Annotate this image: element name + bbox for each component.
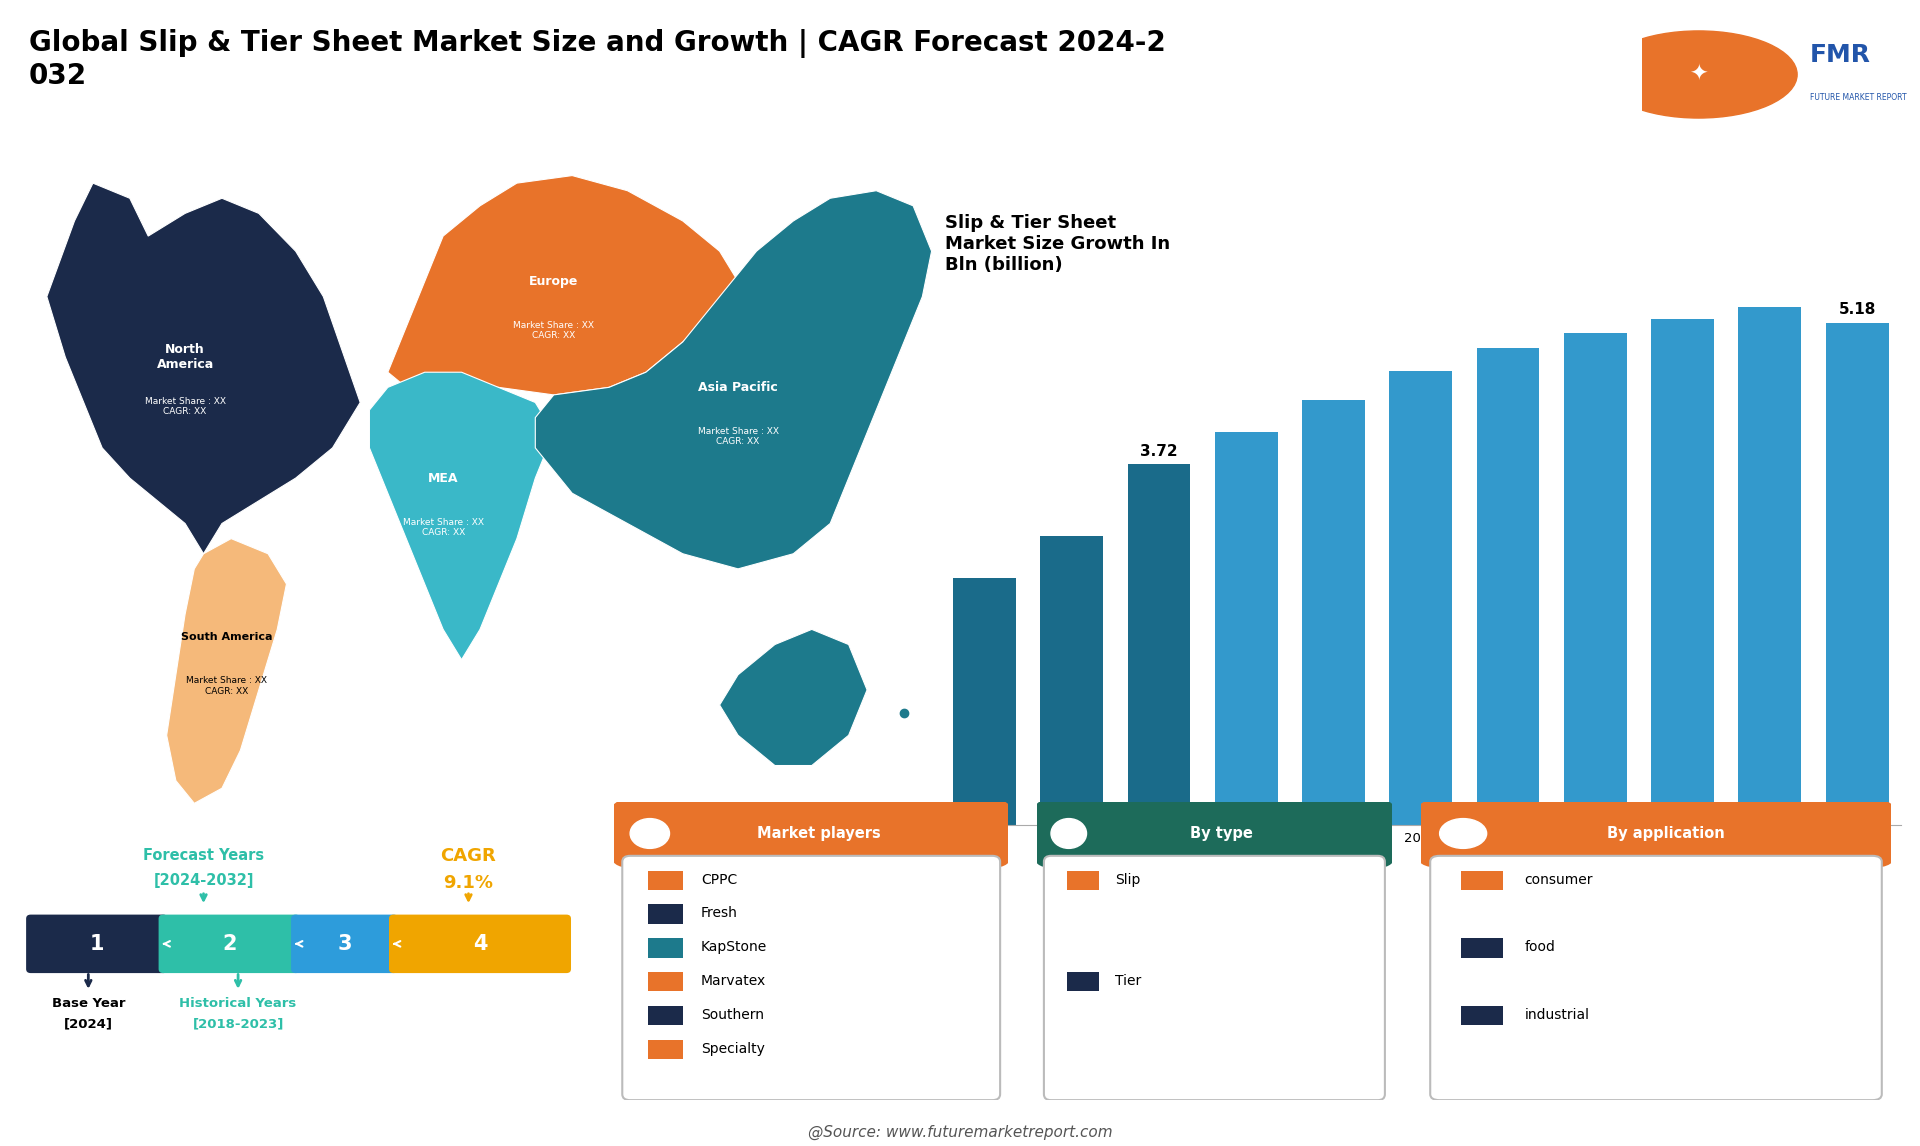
Text: Market players: Market players xyxy=(756,826,881,841)
Text: food: food xyxy=(1524,940,1555,955)
Bar xyxy=(1826,323,1889,825)
FancyBboxPatch shape xyxy=(647,1039,684,1059)
Polygon shape xyxy=(720,629,868,766)
FancyBboxPatch shape xyxy=(611,799,1012,868)
FancyBboxPatch shape xyxy=(647,871,684,890)
Text: [2018-2023]: [2018-2023] xyxy=(192,1017,284,1030)
Bar xyxy=(1651,319,1715,825)
Text: 3: 3 xyxy=(338,934,351,953)
FancyBboxPatch shape xyxy=(1068,972,1098,991)
Text: Southern: Southern xyxy=(701,1007,764,1022)
Text: CPPC: CPPC xyxy=(701,872,737,887)
Text: Tier: Tier xyxy=(1116,974,1140,988)
Text: 9.1%: 9.1% xyxy=(444,874,493,893)
Text: industrial: industrial xyxy=(1524,1007,1590,1022)
Text: 4: 4 xyxy=(472,934,488,953)
Text: Europe: Europe xyxy=(530,275,578,288)
Text: Market Share : XX
CAGR: XX: Market Share : XX CAGR: XX xyxy=(403,518,484,537)
FancyBboxPatch shape xyxy=(27,915,167,973)
Text: Base Year: Base Year xyxy=(52,997,125,1010)
Text: FMR: FMR xyxy=(1811,44,1872,66)
Text: Slip: Slip xyxy=(1116,872,1140,887)
Bar xyxy=(1390,371,1452,825)
Text: [2024-2032]: [2024-2032] xyxy=(154,873,253,888)
Text: South America: South America xyxy=(180,631,273,642)
Text: FUTURE MARKET REPORT: FUTURE MARKET REPORT xyxy=(1811,93,1907,102)
Text: [2024]: [2024] xyxy=(63,1017,113,1030)
Text: North
America: North America xyxy=(156,343,213,371)
Bar xyxy=(952,578,1016,825)
FancyBboxPatch shape xyxy=(1033,799,1396,868)
Circle shape xyxy=(1599,31,1797,118)
FancyBboxPatch shape xyxy=(647,1006,684,1026)
Bar xyxy=(1476,348,1540,825)
FancyBboxPatch shape xyxy=(390,915,570,973)
Bar xyxy=(1041,536,1104,825)
Text: Global Slip & Tier Sheet Market Size and Growth | CAGR Forecast 2024-2
032: Global Slip & Tier Sheet Market Size and… xyxy=(29,29,1165,91)
FancyBboxPatch shape xyxy=(1461,871,1503,890)
Text: consumer: consumer xyxy=(1524,872,1594,887)
Bar xyxy=(1127,464,1190,825)
Text: Marvatex: Marvatex xyxy=(701,974,766,988)
Bar xyxy=(1565,332,1626,825)
FancyBboxPatch shape xyxy=(292,915,397,973)
FancyBboxPatch shape xyxy=(1461,939,1503,958)
Text: By application: By application xyxy=(1607,826,1724,841)
Text: 5.18: 5.18 xyxy=(1839,303,1876,317)
FancyBboxPatch shape xyxy=(1417,799,1895,868)
Bar xyxy=(1215,432,1277,825)
Polygon shape xyxy=(536,190,931,568)
Text: Market Share : XX
CAGR: XX: Market Share : XX CAGR: XX xyxy=(144,397,225,416)
Text: Historical Years: Historical Years xyxy=(179,997,298,1010)
Text: 1: 1 xyxy=(90,934,104,953)
Circle shape xyxy=(630,818,670,848)
Text: ✦: ✦ xyxy=(1690,64,1709,85)
FancyBboxPatch shape xyxy=(1068,871,1098,890)
Text: KapStone: KapStone xyxy=(701,940,768,955)
FancyBboxPatch shape xyxy=(622,856,1000,1100)
Text: Forecast Years: Forecast Years xyxy=(142,848,265,863)
Circle shape xyxy=(1440,818,1486,848)
Circle shape xyxy=(1050,818,1087,848)
Text: Asia Pacific: Asia Pacific xyxy=(699,380,778,394)
Bar xyxy=(1738,307,1801,825)
Polygon shape xyxy=(369,372,553,660)
FancyBboxPatch shape xyxy=(647,972,684,991)
FancyBboxPatch shape xyxy=(647,904,684,924)
FancyBboxPatch shape xyxy=(1430,856,1882,1100)
Text: Market Share : XX
CAGR: XX: Market Share : XX CAGR: XX xyxy=(186,676,267,696)
Text: MEA: MEA xyxy=(428,472,459,485)
Text: CAGR: CAGR xyxy=(440,847,497,864)
Text: By type: By type xyxy=(1190,826,1254,841)
Polygon shape xyxy=(388,175,737,395)
Text: @Source: www.futuremarketreport.com: @Source: www.futuremarketreport.com xyxy=(808,1125,1112,1140)
Text: 3.72: 3.72 xyxy=(1140,444,1177,458)
Bar xyxy=(1302,400,1365,825)
Text: Specialty: Specialty xyxy=(701,1042,764,1055)
FancyBboxPatch shape xyxy=(1044,856,1384,1100)
Polygon shape xyxy=(46,183,361,554)
FancyBboxPatch shape xyxy=(159,915,300,973)
Text: 2: 2 xyxy=(223,934,236,953)
FancyBboxPatch shape xyxy=(647,939,684,958)
Text: Slip & Tier Sheet
Market Size Growth In
Bln (billion): Slip & Tier Sheet Market Size Growth In … xyxy=(945,214,1171,274)
FancyBboxPatch shape xyxy=(1461,1006,1503,1026)
Text: Market Share : XX
CAGR: XX: Market Share : XX CAGR: XX xyxy=(697,426,778,446)
Text: Fresh: Fresh xyxy=(701,906,737,920)
Polygon shape xyxy=(167,539,286,803)
Text: Market Share : XX
CAGR: XX: Market Share : XX CAGR: XX xyxy=(513,321,593,340)
